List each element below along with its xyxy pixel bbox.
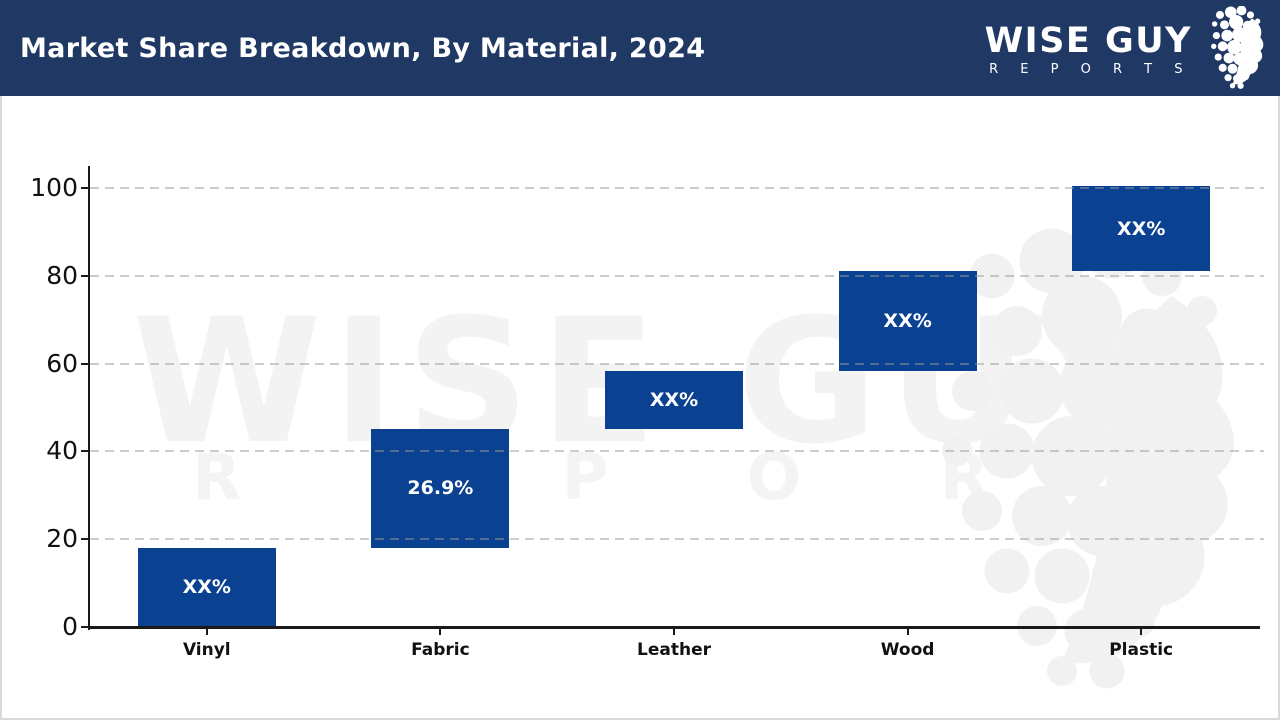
y-axis-tick-label: 100 <box>30 173 78 202</box>
waterfall-bar-plastic: XX% <box>1072 186 1211 272</box>
header-bar: Market Share Breakdown, By Material, 202… <box>0 0 1280 96</box>
y-axis-line <box>88 166 90 630</box>
logo-wordmark: WISE GUY <box>984 20 1192 61</box>
waterfall-bar-vinyl: XX% <box>137 547 276 627</box>
page-title: Market Share Breakdown, By Material, 202… <box>20 32 706 64</box>
gridline-40 <box>90 450 1264 453</box>
waterfall-bar-leather: XX% <box>605 370 743 430</box>
y-axis-tick <box>81 538 90 541</box>
bar-value-label: XX% <box>182 576 231 599</box>
y-axis-tick-label: 60 <box>46 348 78 378</box>
bar-value-label: 26.9% <box>407 477 474 500</box>
y-axis-tick <box>81 626 90 628</box>
y-axis-tick-label: 40 <box>46 436 78 466</box>
y-axis-tick-label: 80 <box>46 260 78 290</box>
logo-text: WISE GUY R E P O R T S <box>985 22 1192 77</box>
wise-guy-logo: WISE GUY R E P O R T S <box>985 6 1266 92</box>
gridline-20 <box>90 538 1264 541</box>
gridline-60 <box>90 362 1264 365</box>
x-axis-line <box>88 626 1260 629</box>
gridline-100 <box>90 187 1264 189</box>
x-axis-category-label: Wood <box>880 640 935 660</box>
y-axis-tick <box>81 362 90 365</box>
x-axis-category-label: Fabric <box>411 640 470 660</box>
y-axis-tick-label: 20 <box>46 524 78 554</box>
bar-value-label: XX% <box>1117 217 1166 240</box>
watermark: WISE GUY R E P O R T S <box>2 96 1278 718</box>
bar-value-label: XX% <box>649 389 699 412</box>
waterfall-bar-wood: XX% <box>838 271 977 371</box>
chart-canvas: WISE GUY R E P O R T S XX% Vinyl 26.9% Fabr… <box>0 96 1280 720</box>
x-axis-tick <box>673 627 675 635</box>
x-axis-category-label: Plastic <box>1109 640 1174 660</box>
y-axis-tick <box>81 450 90 453</box>
waterfall-plot: XX% Vinyl 26.9% Fabric XX% Leather XX% Wood XX% P… <box>2 96 1278 718</box>
logo-dotted-face-icon <box>1211 6 1264 89</box>
y-axis-tick <box>81 187 90 189</box>
logo-subtitle: R E P O R T S <box>989 61 1192 77</box>
y-axis-tick-label: 0 <box>62 612 78 641</box>
bar-value-label: XX% <box>883 310 932 332</box>
gridline-80 <box>90 274 1264 277</box>
y-axis-tick <box>81 274 90 277</box>
x-axis-tick <box>439 627 442 635</box>
x-axis-tick <box>1140 627 1143 635</box>
x-axis-category-label: Leather <box>637 640 711 660</box>
x-axis-tick <box>205 627 208 635</box>
x-axis-category-label: Vinyl <box>182 640 231 660</box>
x-axis-tick <box>906 627 909 635</box>
waterfall-bar-fabric: 26.9% <box>371 429 510 548</box>
